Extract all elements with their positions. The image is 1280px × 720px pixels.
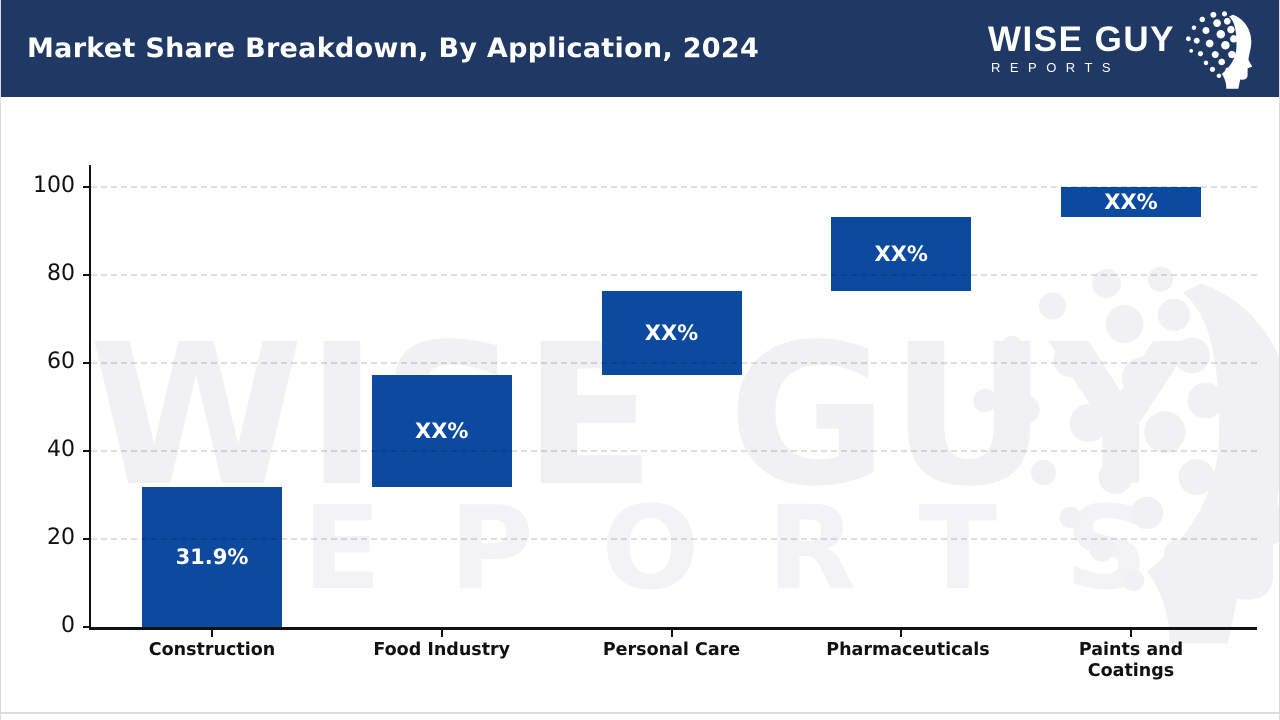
gridline-20: [91, 538, 1257, 540]
xtick-food-industry: [440, 629, 443, 637]
logo-subtext: REPORTS: [990, 60, 1121, 75]
bar-pharmaceuticals: XX%: [831, 217, 972, 291]
xtick-label-personal-care: Personal Care: [602, 640, 741, 660]
xtick-label-pharmaceuticals: Pharmaceuticals: [826, 640, 990, 660]
bar-construction: 31.9%: [142, 486, 282, 627]
bottom-divider: [1, 712, 1279, 714]
xtick-construction: [211, 629, 213, 637]
x-axis: [89, 627, 1257, 630]
bar-paints-and-coatings: XX%: [1061, 187, 1201, 218]
gridline-40: [91, 450, 1257, 452]
bar-value-label: XX%: [415, 418, 469, 443]
gridline-60: [91, 362, 1257, 364]
ytick-60: [83, 362, 91, 364]
bar-value-label: 31.9%: [175, 544, 249, 569]
ytick-100: [83, 186, 91, 188]
xtick-paints-and-coatings: [1130, 629, 1132, 637]
xtick-pharmaceuticals: [900, 629, 903, 637]
page-title: Market Share Breakdown, By Application, …: [27, 33, 760, 64]
bar-personal-care: XX%: [601, 290, 742, 376]
y-axis: [89, 165, 91, 629]
ytick-label-0: 0: [61, 613, 75, 638]
bar-food-industry: XX%: [371, 375, 512, 487]
gridline-80: [91, 274, 1257, 276]
ytick-label-80: 80: [47, 261, 75, 286]
ytick-label-100: 100: [33, 173, 75, 198]
ytick-20: [83, 538, 91, 540]
xtick-label-construction: Construction: [148, 640, 276, 660]
logo-wordmark: WISE GUY: [987, 20, 1175, 59]
xtick-label-paints-and-coatings: Paints and Coatings: [1078, 640, 1184, 681]
ytick-80: [83, 274, 91, 276]
wise-guy-reports-logo: WISE GUY REPORTS: [988, 9, 1255, 89]
bar-value-label: XX%: [874, 242, 928, 267]
ytick-label-40: 40: [47, 437, 75, 462]
logo-face-icon: [1185, 10, 1253, 89]
gridline-100: [91, 186, 1257, 188]
ytick-40: [83, 450, 91, 452]
bar-value-label: XX%: [644, 321, 699, 346]
ytick-label-20: 20: [47, 525, 75, 550]
header-bar: Market Share Breakdown, By Application, …: [1, 0, 1279, 97]
ytick-0: [83, 626, 91, 628]
xtick-label-food-industry: Food Industry: [373, 640, 511, 660]
bar-value-label: XX%: [1104, 190, 1158, 215]
ytick-label-60: 60: [47, 349, 75, 374]
xtick-personal-care: [670, 629, 673, 637]
